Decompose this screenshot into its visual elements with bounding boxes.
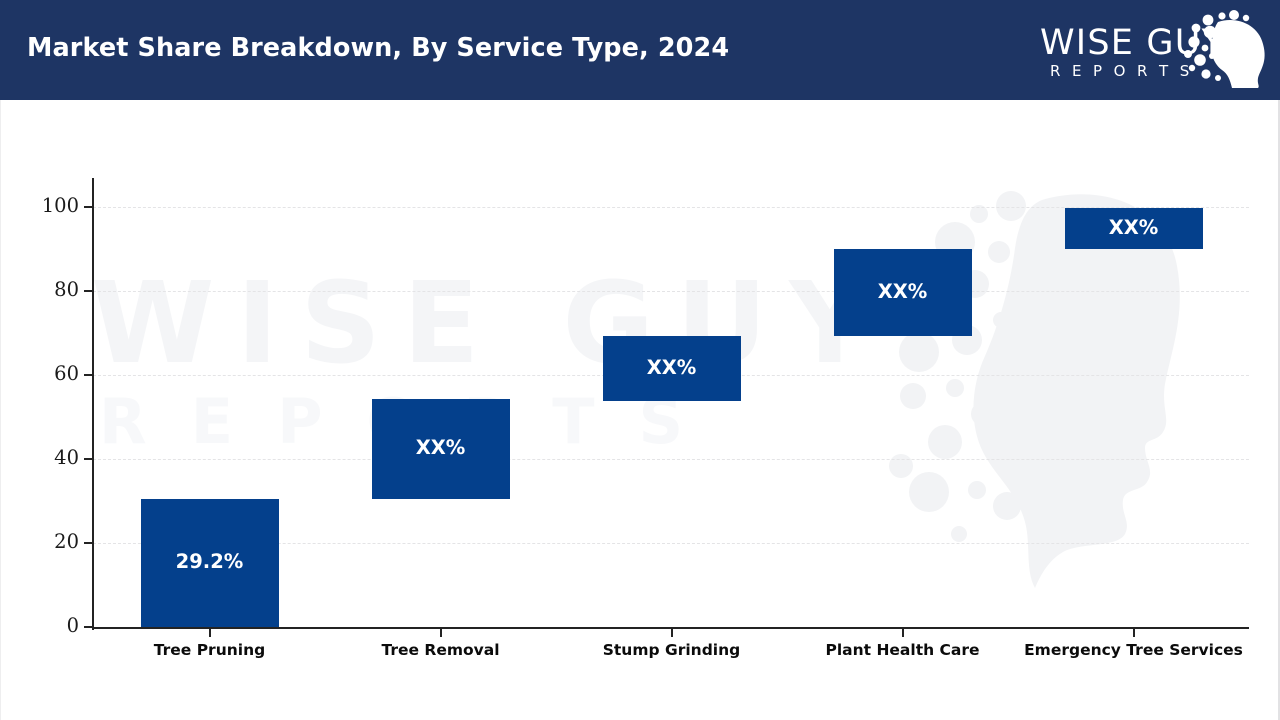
x-tick-mark bbox=[670, 628, 673, 637]
bar-value-label: 29.2% bbox=[175, 550, 244, 574]
gridline bbox=[93, 543, 1249, 544]
x-axis-category-label: Tree Pruning bbox=[153, 641, 266, 659]
wiseguy-reports-logo: WISE GUY R E P O R T S bbox=[1022, 8, 1272, 92]
y-tick-label: 20 bbox=[54, 530, 79, 553]
bar[interactable]: XX% bbox=[1064, 208, 1203, 249]
bar[interactable]: XX% bbox=[602, 336, 741, 402]
y-tick-label: 0 bbox=[66, 614, 79, 637]
y-tick-mark bbox=[84, 206, 93, 208]
x-tick-mark bbox=[1132, 628, 1135, 637]
x-axis-category-label: Emergency Tree Services bbox=[1024, 641, 1243, 659]
bar[interactable]: XX% bbox=[833, 249, 972, 337]
gridline bbox=[93, 291, 1249, 292]
bar-value-label: XX% bbox=[646, 355, 697, 379]
y-tick-label: 80 bbox=[54, 278, 79, 301]
y-tick-mark bbox=[84, 290, 93, 292]
y-tick-label: 40 bbox=[54, 446, 79, 469]
y-tick-mark bbox=[84, 626, 93, 628]
y-tick-mark bbox=[84, 542, 93, 544]
y-tick-mark bbox=[84, 458, 93, 460]
y-axis-line bbox=[92, 178, 95, 630]
bar-value-label: XX% bbox=[415, 436, 466, 460]
x-tick-mark bbox=[208, 628, 211, 637]
y-tick-label: 100 bbox=[41, 194, 79, 217]
x-axis-category-label: Stump Grinding bbox=[602, 641, 741, 659]
plot-region: 0 20 40 60 80 100 29.2% XX% XX% XX% XX% Tree Prun… bbox=[1, 100, 1278, 720]
x-axis-category-label: Plant Health Care bbox=[825, 641, 980, 659]
svg-text:R E P O R T S: R E P O R T S bbox=[1050, 62, 1193, 80]
x-tick-mark bbox=[901, 628, 904, 637]
page-header: Market Share Breakdown, By Service Type,… bbox=[0, 0, 1280, 100]
y-tick-label: 60 bbox=[54, 362, 79, 385]
x-axis-line bbox=[92, 626, 1249, 629]
gridline bbox=[93, 207, 1249, 208]
bar[interactable]: XX% bbox=[371, 399, 510, 500]
x-tick-mark bbox=[439, 628, 442, 637]
bar-value-label: XX% bbox=[877, 279, 928, 303]
bar-value-label: XX% bbox=[1108, 215, 1159, 239]
x-axis-category-label: Tree Removal bbox=[381, 641, 500, 659]
bar[interactable]: 29.2% bbox=[140, 499, 279, 627]
y-tick-mark bbox=[84, 374, 93, 376]
gridline bbox=[93, 459, 1249, 460]
page-title: Market Share Breakdown, By Service Type,… bbox=[27, 33, 730, 63]
